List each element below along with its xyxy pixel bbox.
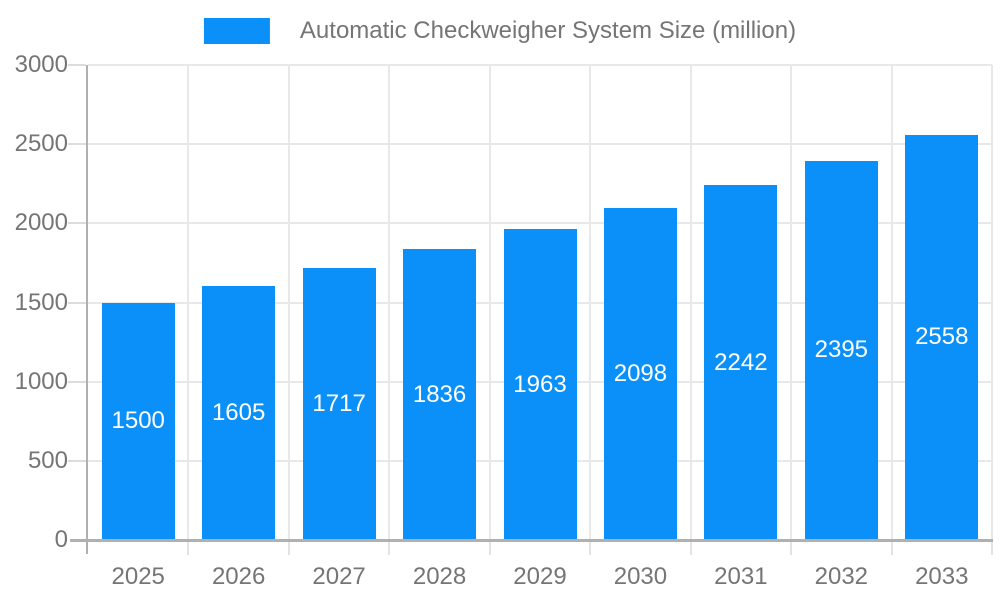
bar-value-label: 2395: [814, 336, 869, 364]
x-axis-label: 2030: [613, 563, 668, 590]
bar-value-label: 1500: [111, 407, 165, 435]
bar: 1836: [403, 249, 477, 540]
y-axis-line: [86, 65, 88, 554]
bar: 1717: [302, 268, 376, 540]
bar-value-label: 2242: [714, 348, 768, 376]
bar-value-label: 1836: [412, 380, 467, 408]
legend-swatch: [203, 18, 270, 44]
horizontal-gridline: [88, 143, 992, 146]
y-axis-label: 1000: [14, 367, 68, 395]
x-axis-tick: [689, 542, 692, 555]
y-axis-label: 2000: [14, 209, 68, 237]
vertical-gridline: [388, 65, 391, 540]
y-axis-tick: [68, 301, 86, 304]
x-axis-tick: [790, 542, 793, 555]
chart-legend[interactable]: Automatic Checkweigher System Size (mill…: [203, 17, 797, 45]
x-axis-tick: [890, 542, 893, 555]
x-axis-line: [70, 539, 993, 542]
bar: 2395: [804, 160, 878, 540]
y-axis-tick: [68, 380, 86, 383]
vertical-gridline: [790, 65, 793, 540]
x-axis-label: 2029: [513, 563, 567, 590]
vertical-gridline: [991, 65, 993, 540]
x-axis-label: 2033: [915, 563, 969, 590]
y-axis-label: 0: [54, 526, 68, 553]
bar: 1605: [202, 285, 276, 540]
bar: 1500: [101, 302, 175, 540]
y-axis-tick: [68, 459, 86, 462]
horizontal-gridline: [88, 222, 992, 225]
vertical-gridline: [187, 65, 190, 540]
y-axis-tick: [68, 64, 86, 66]
x-axis-label: 2031: [714, 563, 768, 590]
bar: 2558: [905, 134, 979, 540]
x-axis-tick: [589, 542, 592, 555]
y-axis-label: 3000: [14, 51, 68, 78]
x-axis-tick: [187, 542, 190, 555]
x-axis-label: 2032: [814, 563, 869, 590]
y-axis-label: 1500: [14, 288, 68, 316]
x-axis-label: 2025: [111, 563, 165, 590]
x-axis-label: 2027: [312, 563, 366, 590]
y-axis-tick: [68, 143, 86, 146]
vertical-gridline: [488, 65, 491, 540]
x-axis-tick: [287, 542, 290, 555]
bar-value-label: 2558: [915, 323, 969, 351]
vertical-gridline: [287, 65, 290, 540]
x-axis-label: 2026: [211, 563, 266, 590]
bar: 2242: [704, 185, 778, 540]
y-axis-label: 500: [27, 446, 68, 474]
horizontal-gridline: [88, 64, 992, 66]
bar-value-label: 1963: [513, 370, 567, 398]
vertical-gridline: [689, 65, 692, 540]
bar: 1963: [503, 229, 577, 540]
bar-value-label: 1605: [211, 398, 266, 426]
bar-value-label: 2098: [613, 359, 668, 387]
plot-area: 1500 1605 1717 1836 1963 2098 2242 2395 2558 2025…: [68, 64, 993, 590]
bar: 2098: [603, 207, 677, 540]
legend-label: Automatic Checkweigher System Size (mill…: [299, 17, 797, 44]
x-axis-label: 2028: [412, 563, 467, 590]
x-axis-tick: [991, 542, 993, 555]
y-axis-tick: [68, 222, 86, 225]
y-axis-label: 2500: [14, 130, 68, 158]
vertical-gridline: [589, 65, 592, 540]
vertical-gridline: [890, 65, 893, 540]
x-axis-tick: [488, 542, 491, 555]
x-axis-tick: [388, 542, 391, 555]
bar-value-label: 1717: [312, 390, 366, 418]
